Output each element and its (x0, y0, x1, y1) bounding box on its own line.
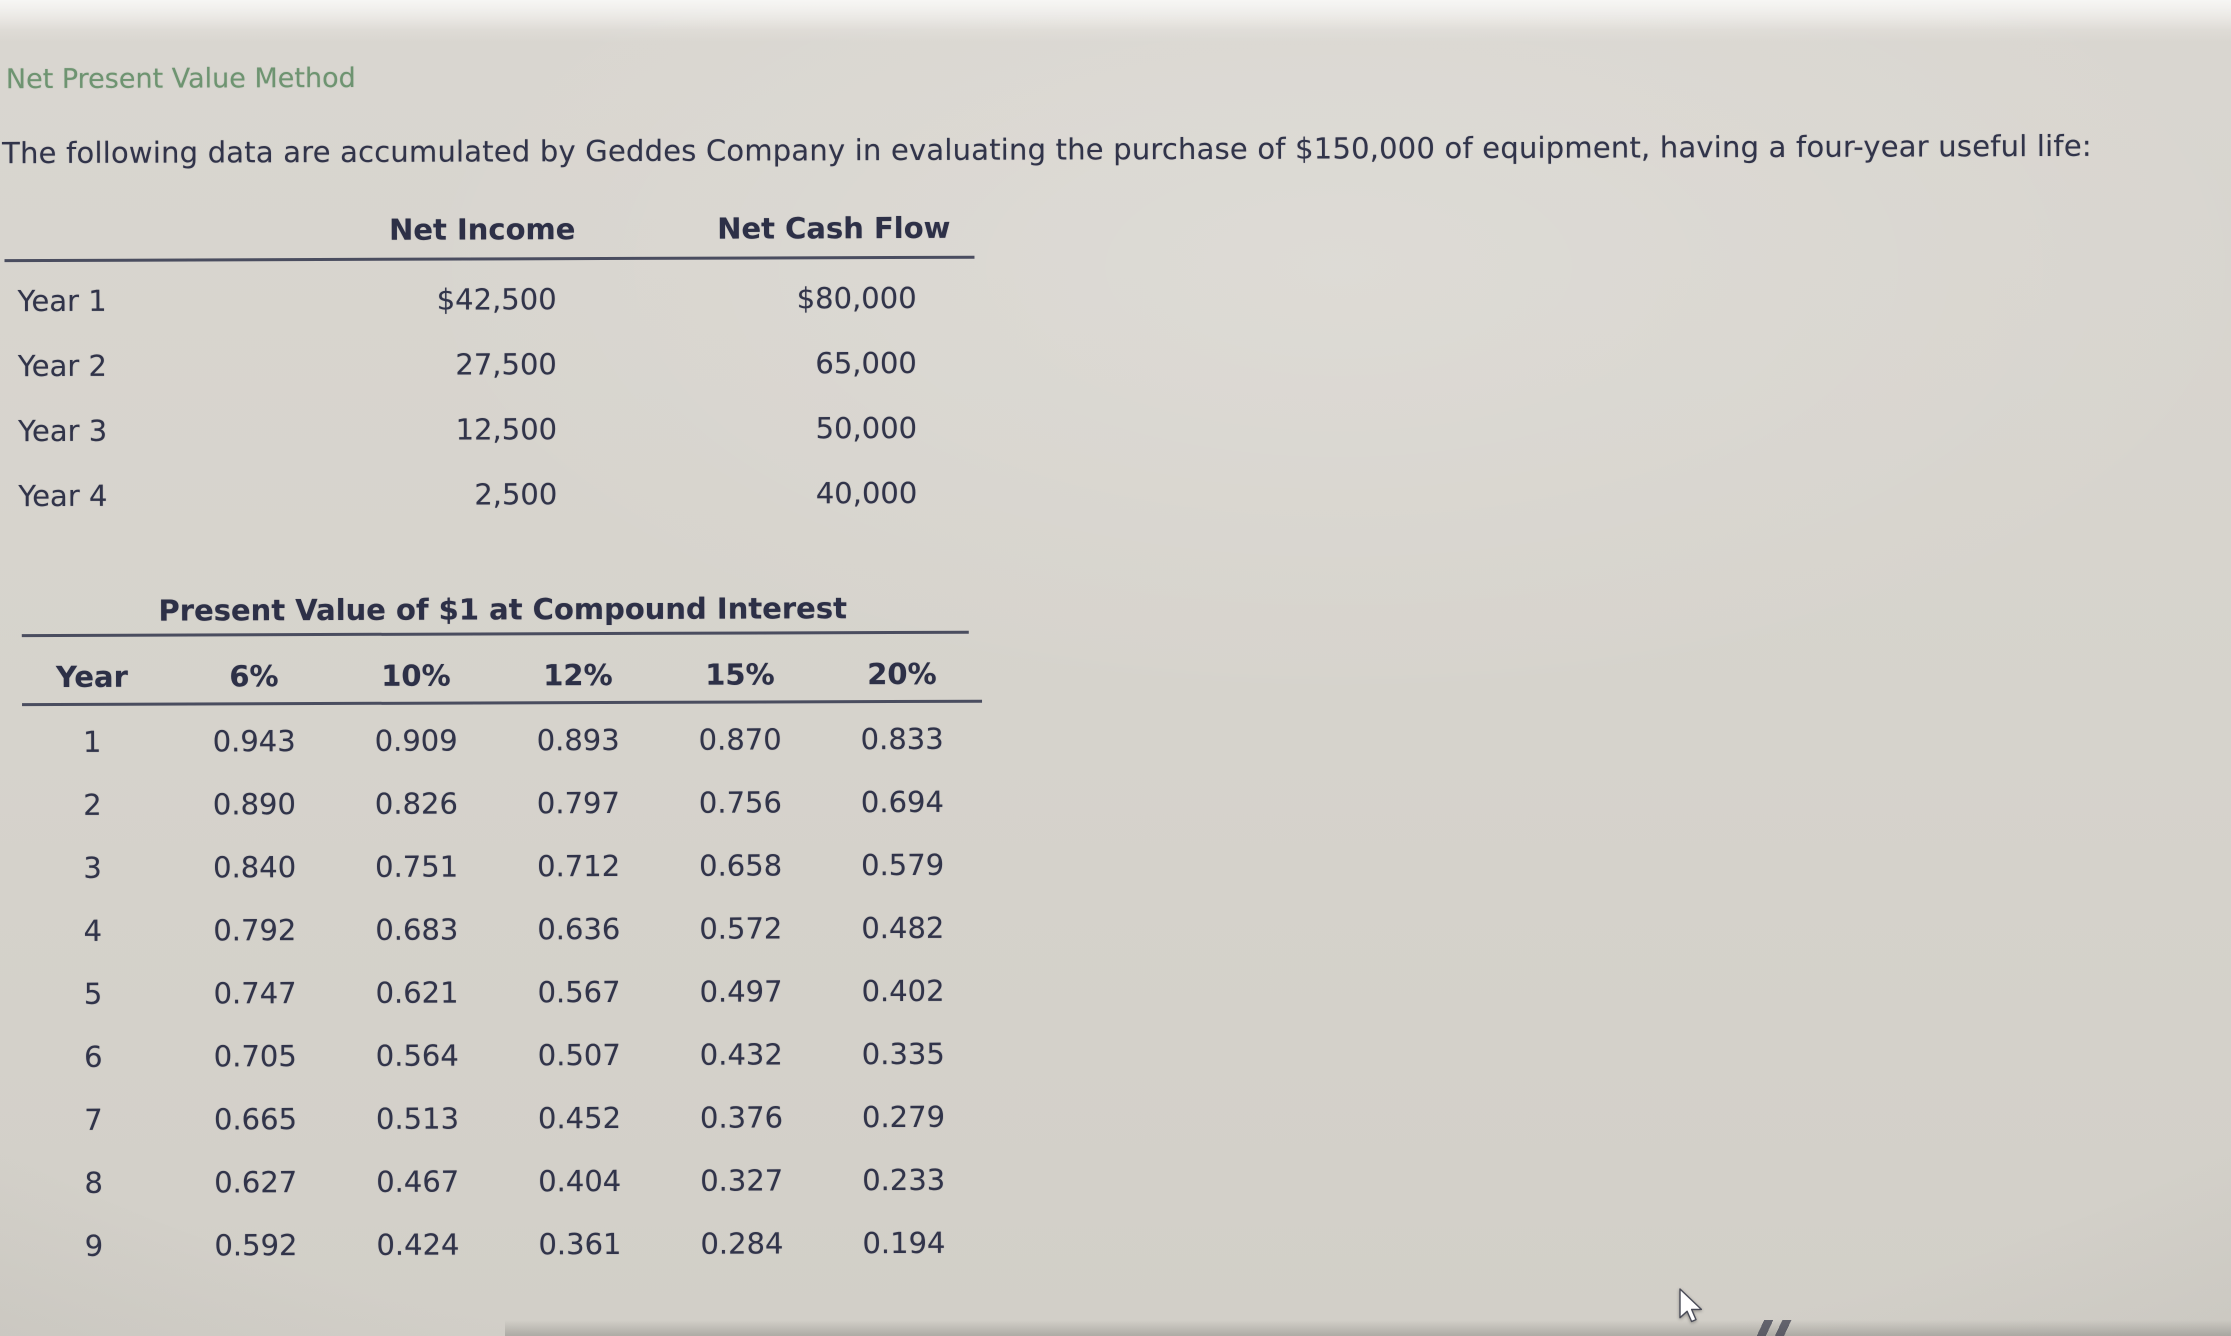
pv-year-cell: 6 (83, 1039, 103, 1074)
pv-year-cell: 5 (83, 976, 103, 1011)
pv-value-cell: 0.705 (213, 1038, 297, 1073)
pv-year-cell: 8 (84, 1165, 103, 1200)
pv-year-cell: 4 (83, 913, 103, 948)
pv-year-cell: 7 (84, 1102, 103, 1137)
pv-value-cell: 0.751 (375, 849, 459, 884)
pv-value-cell: 0.747 (213, 975, 297, 1010)
pv-value-cell: 0.335 (861, 1036, 945, 1071)
pv-header-year: Year (55, 659, 128, 694)
year-row-label: Year 2 (17, 348, 107, 383)
pv-value-cell: 0.694 (860, 784, 944, 819)
pv-value-cell: 0.361 (538, 1226, 622, 1261)
pv-value-cell: 0.513 (375, 1101, 460, 1136)
pv-table-title: Present Value of $1 at Compound Interest (158, 591, 848, 628)
net-cash-flow-cell: 40,000 (815, 475, 918, 510)
pv-year-cell: 1 (82, 724, 102, 759)
pv-value-cell: 0.432 (699, 1036, 783, 1072)
pv-value-cell: 0.636 (537, 911, 621, 946)
screen-bottom-shade (505, 1320, 2231, 1336)
pv-value-cell: 0.497 (699, 973, 783, 1009)
pv-value-cell: 0.797 (536, 785, 620, 820)
pv-value-cell: 0.870 (698, 721, 782, 757)
pv-value-cell: 0.572 (699, 910, 783, 946)
pv-value-cell: 0.840 (213, 849, 297, 884)
pv-value-cell: 0.683 (375, 912, 459, 947)
net-income-cell: 2,500 (474, 476, 558, 511)
pv-value-cell: 0.402 (861, 973, 945, 1008)
pv-value-cell: 0.621 (375, 975, 459, 1010)
net-cash-flow-cell: 50,000 (815, 410, 918, 445)
pv-value-cell: 0.327 (700, 1162, 784, 1198)
pv-value-cell: 0.233 (862, 1162, 946, 1197)
pv-header-12-percent: 12% (543, 658, 613, 693)
pv-value-cell: 0.893 (536, 722, 620, 757)
pv-value-cell: 0.482 (861, 910, 945, 945)
net-income-cell: 27,500 (455, 346, 557, 382)
pv-title-rule (21, 630, 969, 637)
pv-header-10-percent: 10% (381, 658, 451, 693)
pv-value-cell: 0.567 (537, 974, 621, 1009)
pv-value-cell: 0.452 (537, 1100, 622, 1135)
intro-text: The following data are accumulated by Ge… (2, 128, 2092, 171)
page-title: Net Present Value Method (5, 62, 356, 96)
pv-value-cell: 0.909 (374, 723, 458, 758)
income-cashflow-table: Net Income Net Cash Flow Year 1 $42,500 … (0, 209, 991, 552)
pv-table-body: 1 0.943 0.909 0.893 0.870 0.833 2 0.890 … (11, 707, 985, 1277)
pv-header-15-percent: 15% (705, 657, 775, 692)
pv-value-cell: 0.833 (860, 721, 944, 756)
pv-value-cell: 0.826 (374, 786, 458, 821)
net-income-cell: $42,500 (436, 281, 557, 317)
partial-glyph-artifact (1756, 1320, 1794, 1336)
pv-value-cell: 0.627 (214, 1164, 298, 1199)
pv-header-rule (22, 699, 983, 706)
pv-value-cell: 0.507 (537, 1037, 621, 1072)
pv-value-cell: 0.579 (861, 847, 945, 882)
income-table-body: Year 1 $42,500 $80,000 Year 2 27,500 65,… (0, 259, 951, 528)
pv-value-cell: 0.890 (212, 786, 296, 821)
pv-value-cell: 0.756 (698, 784, 782, 820)
column-header-net-cash-flow: Net Cash Flow (717, 210, 951, 246)
pv-value-cell: 0.376 (699, 1099, 784, 1135)
present-value-table: Present Value of $1 at Compound Interest… (2, 591, 1004, 1294)
pv-year-cell: 9 (84, 1228, 104, 1263)
pv-value-cell: 0.564 (375, 1038, 459, 1073)
year-row-label: Year 4 (18, 478, 108, 513)
pv-value-cell: 0.284 (700, 1225, 784, 1261)
pv-value-cell: 0.658 (699, 847, 783, 883)
pv-value-cell: 0.467 (376, 1164, 460, 1199)
net-cash-flow-cell: $80,000 (796, 280, 917, 315)
pv-value-cell: 0.592 (214, 1227, 298, 1262)
pv-value-cell: 0.194 (862, 1225, 946, 1260)
pv-value-cell: 0.943 (212, 723, 296, 758)
column-header-net-income: Net Income (388, 212, 576, 247)
pv-table-header-row: Year 6% 10% 12% 15% 20% (11, 655, 983, 696)
pv-header-6-percent: 6% (229, 659, 279, 694)
pv-value-cell: 0.424 (376, 1227, 460, 1262)
mouse-cursor (1679, 1288, 1703, 1323)
year-row-label: Year 3 (18, 413, 108, 448)
pv-header-20-percent: 20% (867, 656, 937, 692)
pv-year-cell: 3 (83, 850, 102, 885)
screen-top-glare (0, 0, 2231, 30)
pv-value-cell: 0.665 (213, 1101, 298, 1136)
net-income-cell: 12,500 (455, 411, 558, 447)
pv-value-cell: 0.712 (537, 848, 621, 883)
year-row-label: Year 1 (17, 283, 107, 318)
pv-year-cell: 2 (83, 787, 102, 822)
pv-value-cell: 0.792 (213, 912, 297, 947)
net-cash-flow-cell: 65,000 (815, 345, 917, 380)
pv-value-cell: 0.404 (538, 1163, 622, 1198)
pv-value-cell: 0.279 (861, 1099, 946, 1134)
